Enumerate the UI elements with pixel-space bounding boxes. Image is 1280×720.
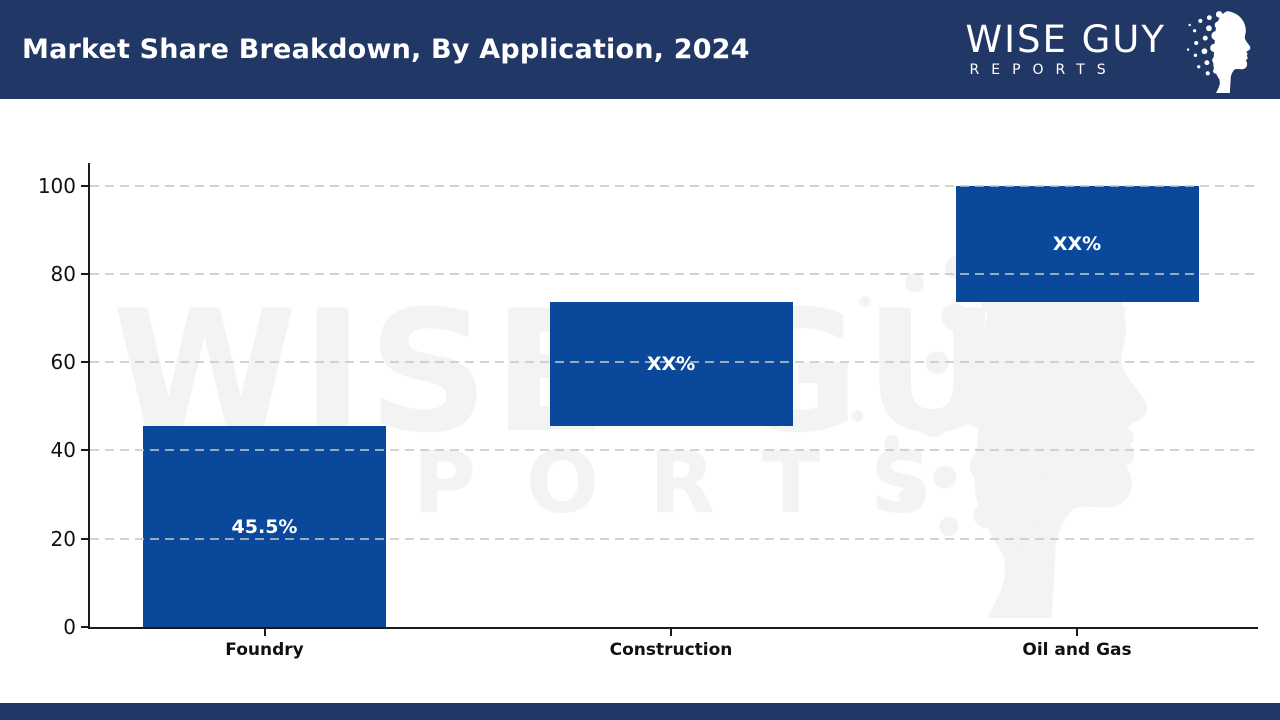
bar-value-label: XX% [1052,232,1102,255]
page-title: Market Share Breakdown, By Application, … [22,34,750,65]
bar-value-label: 45.5% [231,515,298,538]
y-tick-label: 40 [50,438,76,463]
x-category-label: Foundry [225,640,304,660]
y-tick-label: 20 [50,526,76,551]
x-axis-line [88,627,1258,629]
y-tick-mark [81,537,88,540]
header-bar: Market Share Breakdown, By Application, … [0,0,1280,99]
y-tick-mark [81,361,88,364]
x-tick-mark [670,629,672,636]
x-category-label: Construction [609,640,733,660]
y-tick-mark [81,449,88,452]
brand-subtitle: REPORTS [969,61,1118,78]
bar-value-label: XX% [646,353,696,376]
y-tick-mark [81,272,88,275]
brand-logo-text: WISE GUY REPORTS [965,18,1166,78]
gridline [90,449,1258,452]
bar [549,302,793,427]
gridline [90,272,1258,275]
y-tick-label: 60 [50,350,76,375]
gridline [90,361,1258,364]
y-axis-line [88,163,90,629]
y-tick-label: 0 [63,615,76,639]
gridline [90,184,1258,187]
brand-logo: WISE GUY REPORTS [966,7,1280,93]
y-tick-mark [81,184,88,187]
y-tick-label: 100 [37,173,76,198]
bar [143,426,386,627]
y-tick-label: 80 [50,261,76,286]
x-tick-mark [263,629,266,636]
x-category-label: Oil and Gas [1022,640,1132,660]
gridline [90,537,1258,540]
footer-bar [0,703,1280,720]
brand-name: WISE GUY [965,18,1166,62]
x-tick-mark [1076,629,1078,636]
y-tick-mark [81,626,88,628]
